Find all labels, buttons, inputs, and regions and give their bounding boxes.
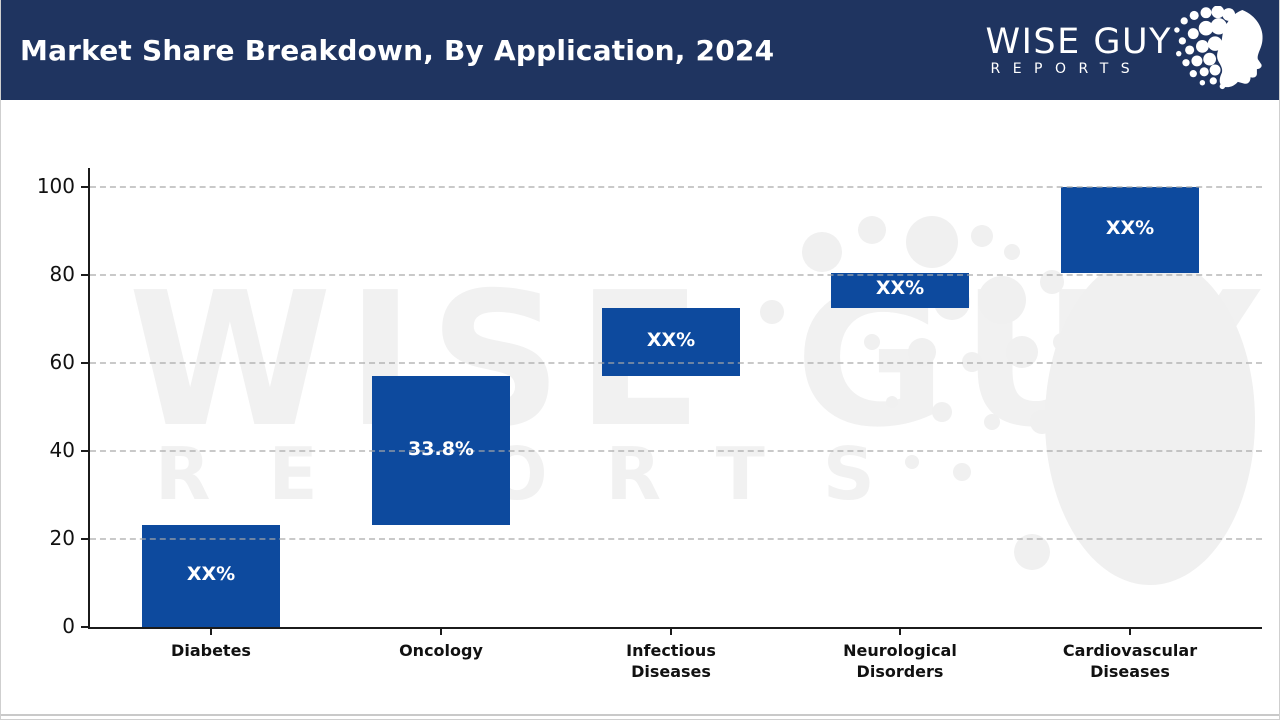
y-axis-tick xyxy=(81,450,90,452)
brand-logo: WISE GUY REPORTS xyxy=(985,6,1266,94)
x-axis-category-line: Oncology xyxy=(399,641,483,660)
header-bar: Market Share Breakdown, By Application, … xyxy=(0,0,1280,100)
bar-value-label: 33.8% xyxy=(408,437,474,460)
gridline xyxy=(90,450,1262,452)
x-axis-tick xyxy=(899,628,901,635)
y-axis-tick xyxy=(81,626,90,628)
x-axis-category-label: Infectious Diseases xyxy=(561,640,781,682)
bar-value-label: XX% xyxy=(186,562,236,585)
y-axis-tick xyxy=(81,362,90,364)
bar-infectious-diseases xyxy=(602,308,740,377)
logo-face-icon xyxy=(1174,6,1263,90)
x-axis-category-label: Neurological Disorders xyxy=(790,640,1010,682)
bar-neurological-disorders xyxy=(831,272,969,308)
gridline xyxy=(90,538,1262,540)
y-axis-tick-label: 0 xyxy=(62,614,75,638)
y-axis-tick xyxy=(81,538,90,540)
y-axis-tick-label: 60 xyxy=(49,350,75,374)
gridline xyxy=(90,274,1262,276)
bar-cardiovascular-diseases xyxy=(1061,187,1199,273)
x-axis-category-label: Diabetes xyxy=(101,640,321,661)
y-axis-tick-label: 80 xyxy=(49,262,75,286)
x-axis-category-line: Diseases xyxy=(1090,662,1170,681)
y-axis-tick-label: 100 xyxy=(36,174,75,198)
x-axis-category-line: Disorders xyxy=(856,662,944,681)
x-axis-tick xyxy=(440,628,442,635)
gridline xyxy=(90,186,1262,188)
y-axis-tick xyxy=(81,274,90,276)
y-axis-tick-label: 40 xyxy=(49,438,75,462)
logo-wordmark: WISE GUY xyxy=(985,21,1172,62)
x-axis-spine xyxy=(88,627,1262,629)
logo-wordmark-block: WISE GUY REPORTS xyxy=(985,24,1172,77)
bar-value-label: XX% xyxy=(875,277,925,300)
x-axis-category-label: Cardiovascular Diseases xyxy=(1020,640,1240,682)
x-axis-category-line: Neurological xyxy=(843,641,957,660)
x-axis-category-line: Diabetes xyxy=(171,641,251,660)
y-axis-spine xyxy=(88,168,90,629)
page-title: Market Share Breakdown, By Application, … xyxy=(20,33,775,67)
y-axis-tick xyxy=(81,186,90,188)
x-axis-category-line: Diseases xyxy=(631,662,711,681)
bar-value-label: XX% xyxy=(1105,216,1155,239)
footer-divider xyxy=(0,714,1280,716)
bar-diabetes xyxy=(142,524,280,627)
x-axis-category-line: Infectious xyxy=(626,641,716,660)
x-axis-category-label: Oncology xyxy=(331,640,551,661)
logo-subtext: REPORTS xyxy=(990,60,1143,77)
gridline xyxy=(90,362,1262,364)
y-axis-tick-label: 20 xyxy=(49,526,75,550)
x-axis-tick xyxy=(210,628,212,635)
x-axis-tick xyxy=(670,628,672,635)
bar-value-label: XX% xyxy=(646,329,696,352)
x-axis-tick xyxy=(1129,628,1131,635)
x-axis-category-line: Cardiovascular xyxy=(1062,641,1198,660)
